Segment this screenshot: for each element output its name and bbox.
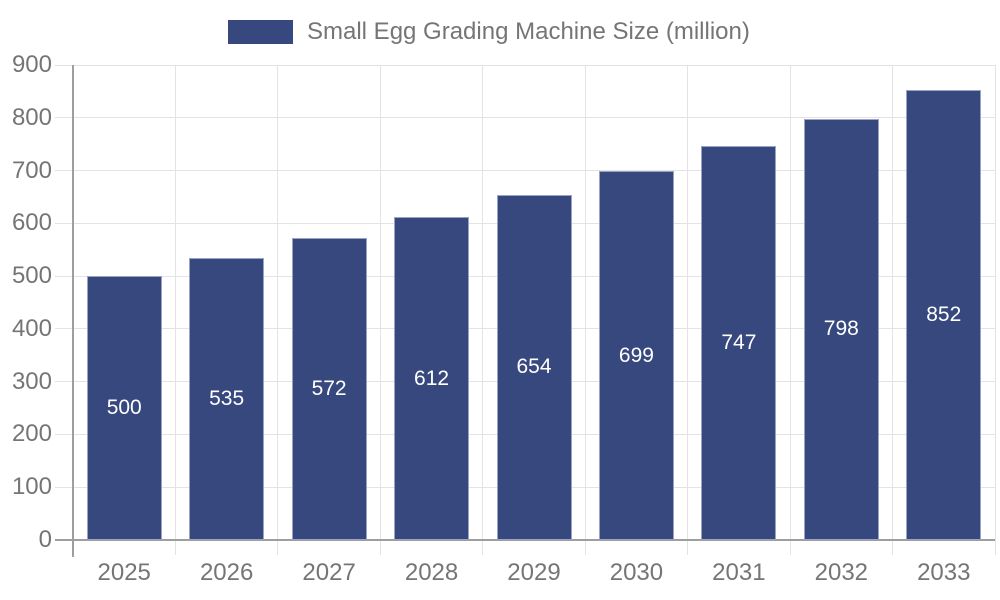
h-gridline bbox=[55, 117, 995, 119]
y-axis-tick-label: 900 bbox=[11, 51, 52, 78]
x-axis-tick-label: 2025 bbox=[97, 559, 151, 586]
y-axis-tick-label: 200 bbox=[11, 420, 52, 448]
bar-value-label: 747 bbox=[721, 330, 757, 354]
y-axis-tick-label: 800 bbox=[11, 103, 52, 131]
v-gridline bbox=[687, 65, 689, 555]
bar-value-label: 852 bbox=[926, 303, 962, 327]
y-axis-tick-label: 100 bbox=[11, 473, 52, 501]
v-gridline bbox=[892, 65, 894, 555]
x-axis-line bbox=[55, 539, 995, 541]
y-axis-line bbox=[72, 65, 74, 557]
bar-2033[interactable] bbox=[906, 90, 982, 540]
legend-label: Small Egg Grading Machine Size (million) bbox=[307, 18, 750, 45]
bar-value-label: 535 bbox=[209, 386, 245, 410]
x-axis-tick-label: 2031 bbox=[712, 559, 766, 586]
y-axis-tick-label: 500 bbox=[11, 262, 52, 290]
x-axis-tick-label: 2032 bbox=[814, 559, 869, 586]
bar-2031[interactable] bbox=[701, 145, 777, 540]
x-axis-tick-label: 2027 bbox=[302, 559, 356, 586]
v-gridline bbox=[379, 65, 381, 555]
bar-2026[interactable] bbox=[189, 257, 265, 540]
x-axis-tick-label: 2033 bbox=[917, 559, 971, 586]
v-gridline bbox=[482, 65, 484, 555]
x-axis-tick-label: 2028 bbox=[404, 559, 459, 586]
v-gridline bbox=[174, 65, 176, 555]
bar-value-label: 654 bbox=[516, 355, 552, 379]
bar-value-label: 500 bbox=[106, 396, 142, 420]
bar-value-label: 612 bbox=[414, 366, 450, 390]
y-axis-tick-label: 0 bbox=[38, 526, 52, 553]
x-axis-tick-label: 2029 bbox=[507, 559, 561, 586]
y-axis-tick-label: 300 bbox=[11, 367, 52, 395]
v-gridline bbox=[277, 65, 279, 555]
x-axis-tick-label: 2030 bbox=[609, 559, 664, 586]
legend-swatch bbox=[228, 20, 293, 44]
y-axis-tick-label: 700 bbox=[11, 156, 52, 184]
legend-item[interactable]: Small Egg Grading Machine Size (million) bbox=[228, 20, 750, 44]
v-gridline bbox=[584, 65, 586, 555]
v-gridline bbox=[994, 65, 996, 555]
x-axis-tick-label: 2026 bbox=[199, 559, 254, 586]
bar-2028[interactable] bbox=[394, 217, 470, 540]
v-gridline bbox=[789, 65, 791, 555]
bar-value-label: 798 bbox=[823, 317, 859, 341]
h-gridline bbox=[55, 64, 995, 66]
bar-2029[interactable] bbox=[496, 194, 572, 540]
y-axis-tick-label: 600 bbox=[11, 209, 52, 237]
h-gridline bbox=[55, 170, 995, 172]
bar-2030[interactable] bbox=[598, 171, 674, 540]
bar-value-label: 699 bbox=[618, 343, 654, 367]
bar-2027[interactable] bbox=[291, 238, 367, 540]
bar-2032[interactable] bbox=[803, 118, 879, 540]
y-axis-tick-label: 400 bbox=[11, 314, 52, 342]
bar-value-label: 572 bbox=[311, 377, 347, 401]
bar-2025[interactable] bbox=[86, 276, 162, 540]
